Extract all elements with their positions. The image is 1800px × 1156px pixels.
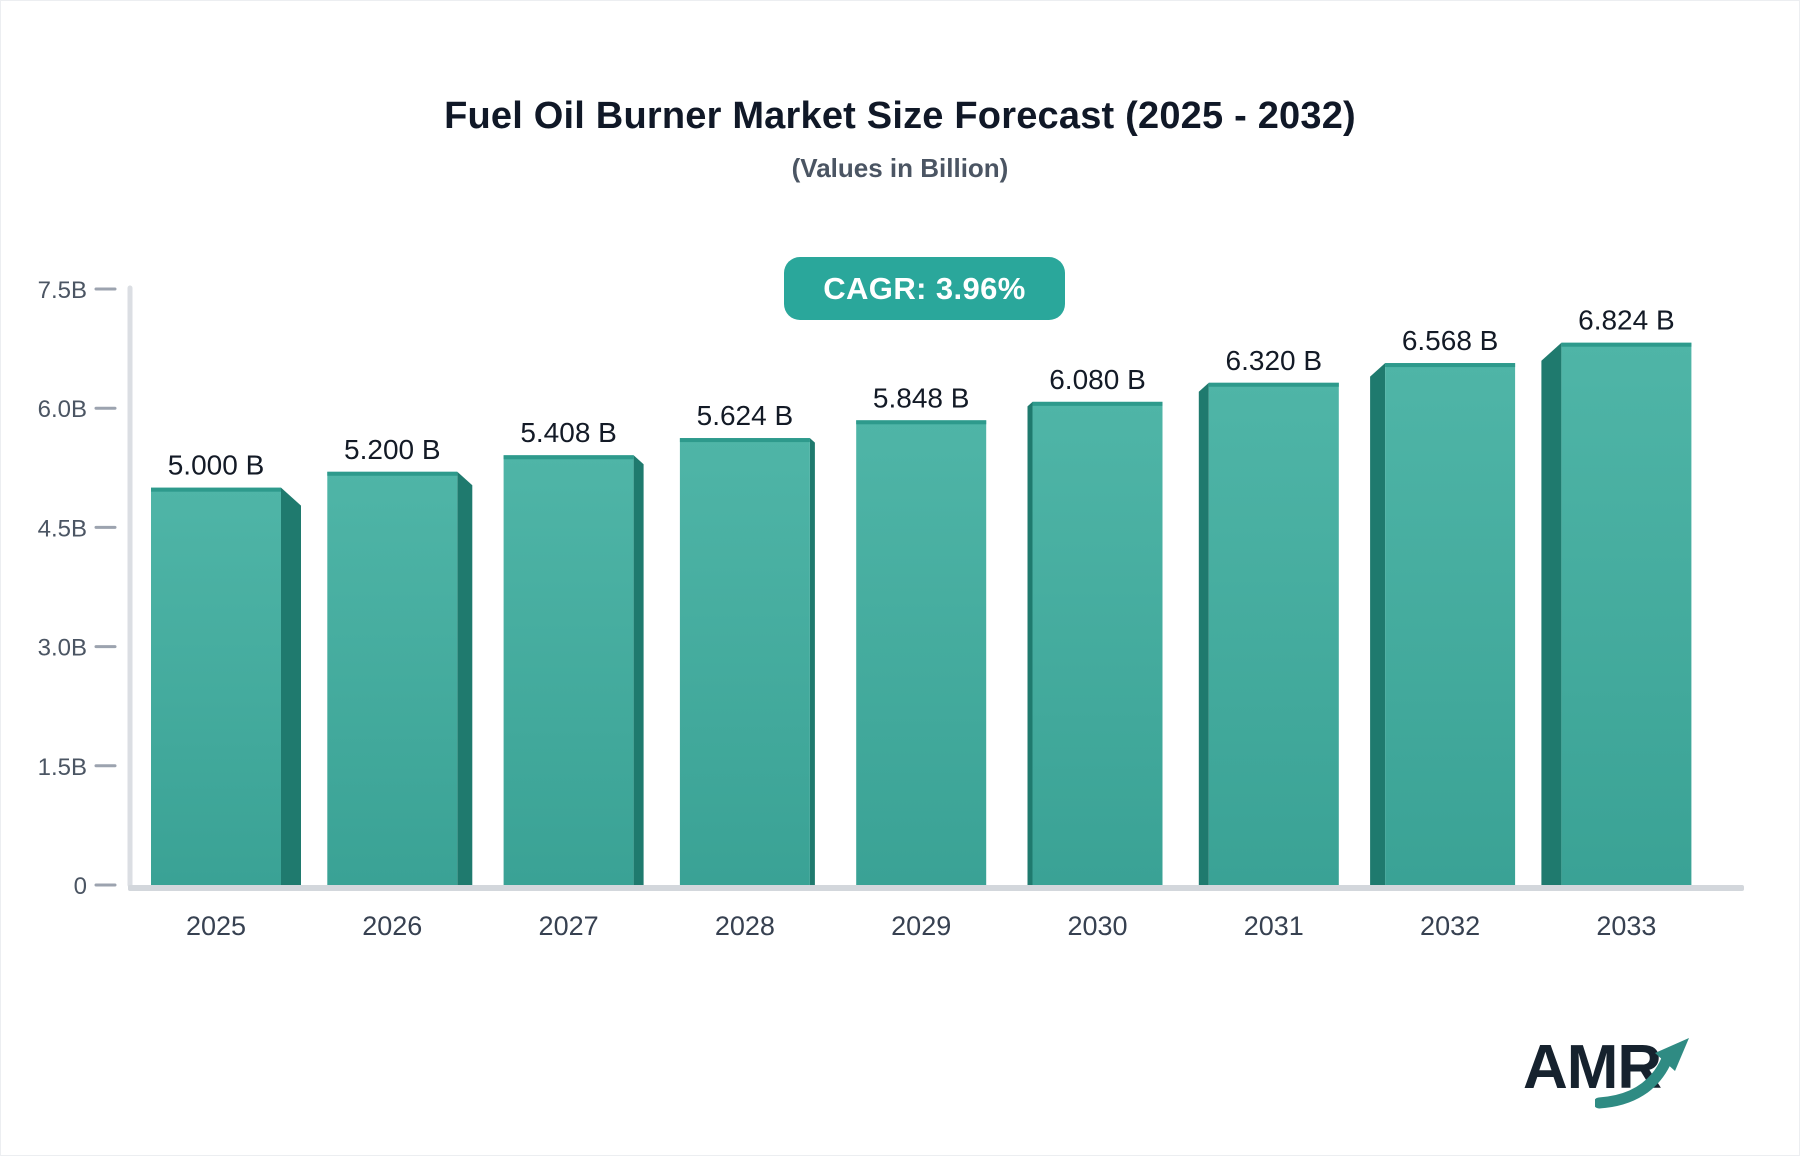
- x-axis-baseline: [128, 885, 1744, 891]
- bar-front-face: [1208, 382, 1339, 885]
- bar-top-rim: [1208, 382, 1339, 387]
- bar-side-face: [633, 455, 644, 885]
- bar-2028: 5.624 B: [679, 400, 815, 885]
- bar-front-face: [679, 438, 810, 885]
- y-tick-label: 1.5B: [38, 754, 87, 781]
- bar-side-face: [1198, 382, 1209, 885]
- x-axis-labels: 2025 2026 2027 2028 2029 2030 2031 2032 2033: [186, 911, 1656, 941]
- bar-2032: 6.568 B: [1370, 325, 1516, 885]
- bar-front-face: [327, 471, 458, 885]
- bar-top-rim: [327, 471, 458, 476]
- bar-front-face: [1032, 401, 1163, 885]
- value-label-2025: 5.000 B: [168, 450, 265, 481]
- bar-top-rim: [1561, 342, 1692, 347]
- x-label-2030: 2030: [1067, 911, 1127, 941]
- cagr-badge: CAGR: 3.96%: [784, 257, 1065, 320]
- bar-side-face: [1541, 342, 1562, 885]
- bar-2031: 6.320 B: [1198, 345, 1339, 885]
- bar-front-face: [1385, 363, 1516, 885]
- bar-2026: 5.200 B: [327, 434, 473, 885]
- value-label-2032: 6.568 B: [1402, 325, 1499, 356]
- bar-top-rim: [1032, 401, 1163, 406]
- amr-logo: AMR: [1523, 1029, 1723, 1115]
- value-label-2033: 6.824 B: [1578, 305, 1675, 336]
- bar-2025: 5.000 B: [151, 450, 301, 885]
- y-tick-label: 6.0B: [38, 396, 87, 423]
- value-label-2027: 5.408 B: [520, 417, 617, 448]
- bar-side-face: [457, 471, 473, 885]
- bar-front-face: [856, 420, 987, 885]
- bar-front-face: [1561, 342, 1692, 885]
- value-label-2026: 5.200 B: [344, 434, 441, 465]
- x-label-2027: 2027: [539, 911, 599, 941]
- value-label-2028: 5.624 B: [697, 400, 794, 431]
- x-label-2025: 2025: [186, 911, 246, 941]
- x-label-2028: 2028: [715, 911, 775, 941]
- bar-2030: 6.080 B: [1027, 364, 1163, 885]
- growth-arrow-icon: [1595, 1038, 1689, 1109]
- bar-top-rim: [151, 487, 281, 492]
- value-label-2029: 5.848 B: [873, 382, 970, 413]
- bar-front-face: [503, 455, 634, 885]
- x-label-2031: 2031: [1244, 911, 1304, 941]
- chart-title: Fuel Oil Burner Market Size Forecast (20…: [444, 95, 1356, 137]
- bars: 5.000 B 5.200 B 5.408 B 5.624 B 5.848 B 6.080…: [151, 305, 1692, 885]
- y-axis-ticks: 0 1.5B 3.0B 4.5B 6.0B 7.5B: [38, 277, 117, 900]
- y-tick-label: 3.0B: [38, 635, 87, 662]
- bar-side-face: [1370, 363, 1386, 885]
- bar-top-rim: [856, 420, 987, 425]
- bar-side-face: [281, 487, 301, 885]
- x-label-2026: 2026: [362, 911, 422, 941]
- y-tick-label: 7.5B: [38, 277, 87, 304]
- x-label-2029: 2029: [891, 911, 951, 941]
- bar-top-rim: [679, 438, 810, 443]
- value-label-2030: 6.080 B: [1049, 364, 1146, 395]
- bar-2029: 5.848 B: [856, 382, 987, 885]
- y-tick-label: 0: [74, 873, 87, 900]
- chart-subtitle: (Values in Billion): [791, 153, 1009, 183]
- bar-top-rim: [503, 455, 634, 460]
- bar-front-face: [151, 487, 281, 885]
- bar-top-rim: [1385, 363, 1516, 368]
- x-label-2033: 2033: [1596, 911, 1656, 941]
- bar-2027: 5.408 B: [503, 417, 644, 885]
- bar-2033: 6.824 B: [1541, 305, 1692, 885]
- bar-side-face: [809, 438, 815, 885]
- x-label-2032: 2032: [1420, 911, 1480, 941]
- bar-side-face: [1027, 401, 1033, 885]
- y-tick-label: 4.5B: [38, 515, 87, 542]
- value-label-2031: 6.320 B: [1226, 345, 1323, 376]
